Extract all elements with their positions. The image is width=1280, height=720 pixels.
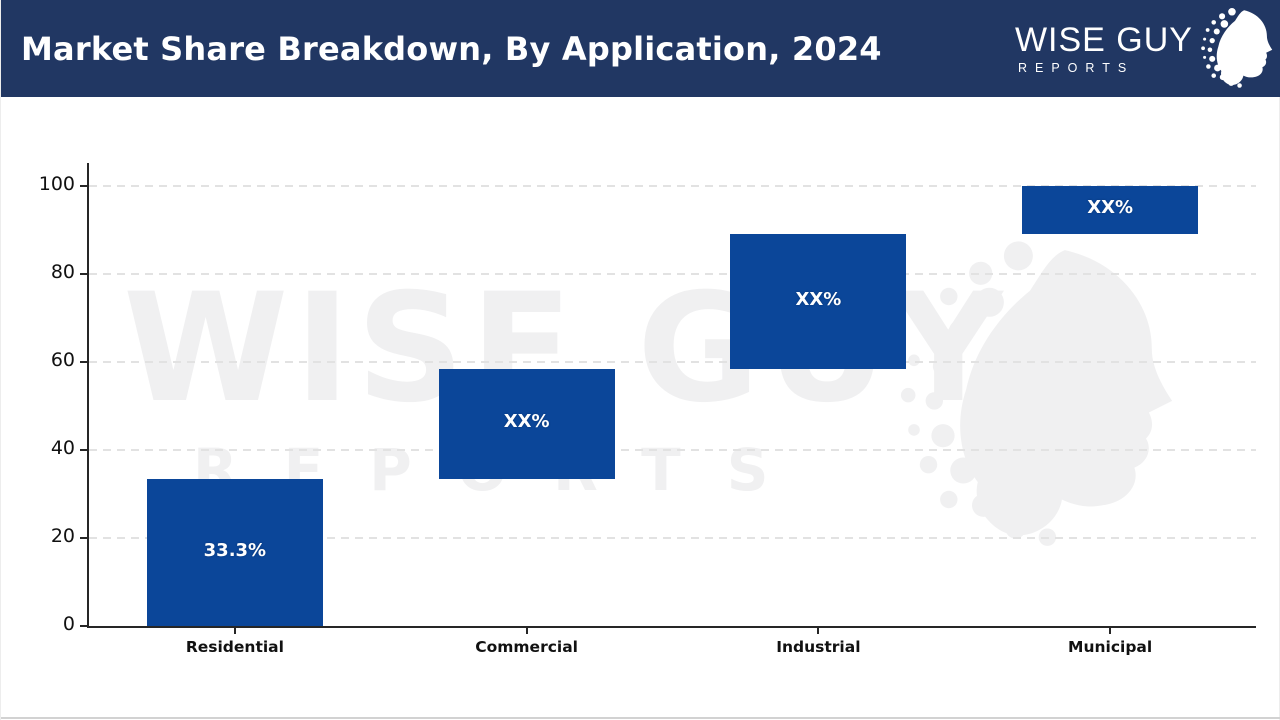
y-tick-label: 80 — [50, 261, 75, 283]
bar-value-label: XX% — [1087, 197, 1134, 219]
x-tick — [817, 628, 820, 634]
y-tick-label: 60 — [50, 349, 75, 371]
gridline — [89, 449, 1256, 451]
y-tick — [80, 625, 87, 627]
y-axis-line — [87, 163, 89, 628]
bar-value-label: XX% — [503, 411, 550, 433]
footer-divider — [1, 717, 1280, 719]
x-tick — [525, 628, 528, 634]
category-label: Commercial — [475, 638, 578, 656]
logo-wordmark: WISE GUY — [1014, 21, 1193, 59]
waterfall-bar — [438, 369, 615, 480]
watermark-head-icon — [900, 241, 1173, 546]
x-tick — [233, 628, 236, 634]
gridline — [89, 361, 1256, 363]
waterfall-bar — [1022, 186, 1199, 235]
y-tick-label: 40 — [50, 437, 75, 459]
chart-title: Market Share Breakdown, By Application, … — [21, 29, 882, 68]
y-tick — [80, 361, 87, 363]
logo-subtext: REPORTS — [1017, 61, 1135, 75]
logo-text: WISE GUY REPORTS — [1015, 23, 1193, 75]
y-tick — [80, 537, 87, 539]
wiseguy-logo: WISE GUY REPORTS — [1015, 4, 1273, 94]
x-tick — [1109, 628, 1112, 634]
category-label: Industrial — [776, 638, 861, 656]
wiseguy-head-icon — [1201, 7, 1273, 88]
y-tick — [80, 273, 87, 275]
category-label: Municipal — [1068, 638, 1153, 656]
y-tick-label: 20 — [50, 525, 75, 547]
waterfall-bar — [730, 234, 907, 370]
gridline — [89, 185, 1256, 187]
y-tick-label: 100 — [38, 173, 75, 195]
bar-value-label: XX% — [795, 288, 842, 310]
y-tick — [80, 185, 87, 187]
header-bar: Market Share Breakdown, By Application, … — [1, 0, 1280, 97]
gridline — [89, 273, 1256, 275]
x-axis-line — [87, 626, 1256, 628]
y-tick-label: 0 — [62, 613, 75, 635]
y-tick — [80, 449, 87, 451]
bar-value-label: 33.3% — [203, 539, 267, 561]
category-label: Residential — [185, 638, 284, 656]
gridline — [89, 537, 1256, 539]
waterfall-bar — [146, 479, 323, 626]
